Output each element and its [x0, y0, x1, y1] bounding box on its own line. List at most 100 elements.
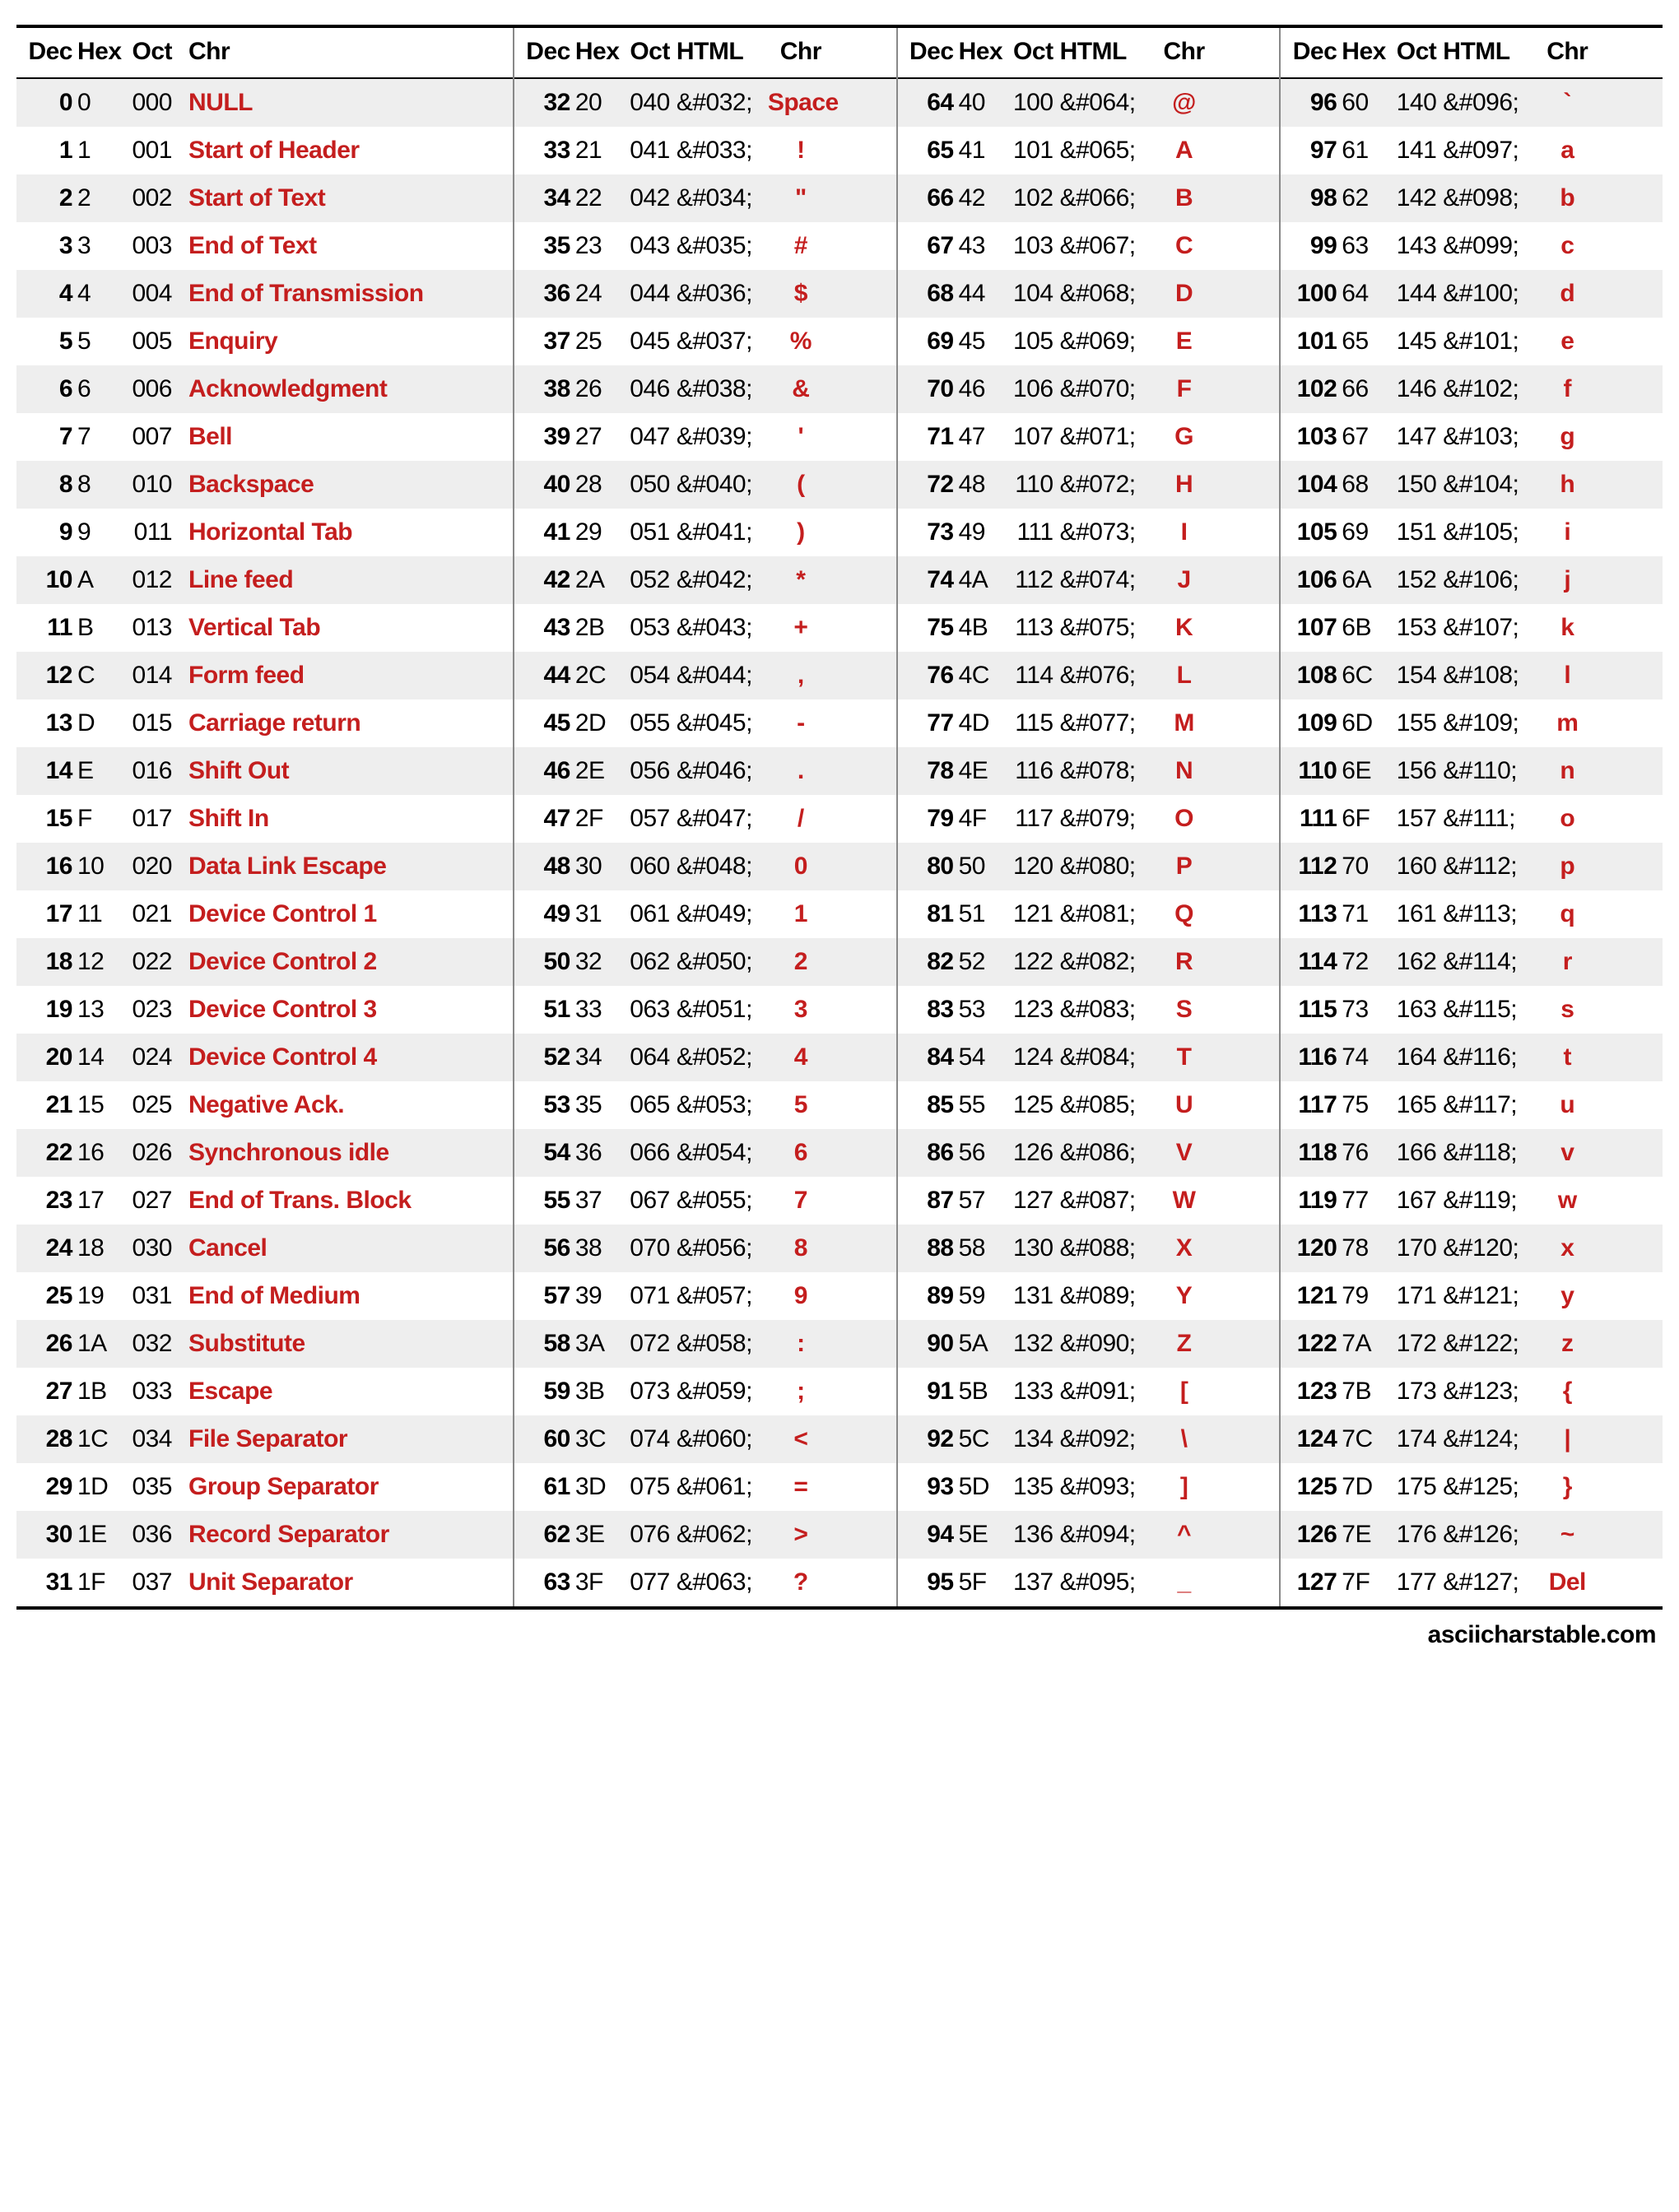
- cell-hex: 17: [72, 1187, 118, 1215]
- table-row: 5133063&#051;3: [514, 986, 896, 1034]
- cell-chr: Escape: [184, 1378, 506, 1406]
- cell-chr: W: [1151, 1187, 1217, 1215]
- cell-oct: 133: [999, 1378, 1057, 1406]
- cell-dec: 67: [905, 232, 954, 260]
- cell-dec: 40: [521, 471, 570, 499]
- table-row: 55005Enquiry: [16, 318, 513, 365]
- table-row: 2115025Negative Ack.: [16, 1081, 513, 1129]
- cell-chr: [: [1151, 1378, 1217, 1406]
- cell-hex: 52: [954, 948, 999, 976]
- cell-hex: 42: [954, 184, 999, 212]
- cell-dec: 122: [1287, 1330, 1337, 1358]
- cell-html: &#074;: [1057, 566, 1151, 594]
- cell-html: &#103;: [1439, 423, 1534, 451]
- cell-chr: 3: [768, 996, 834, 1024]
- cell-dec: 6: [23, 375, 72, 403]
- cell-oct: 003: [118, 232, 175, 260]
- cell-html: &#098;: [1439, 184, 1534, 212]
- table-row: 905A132&#090;Z: [898, 1320, 1280, 1368]
- cell-html: &#036;: [673, 280, 768, 308]
- cell-oct: 071: [616, 1282, 673, 1310]
- table-row: 12C014Form feed: [16, 652, 513, 699]
- block0-header: Dec Hex Oct Chr: [16, 28, 513, 79]
- cell-chr: ): [768, 518, 834, 546]
- cell-oct: 136: [999, 1521, 1057, 1549]
- table-row: 7349111&#073;I: [898, 509, 1280, 556]
- cell-chr: Group Separator: [184, 1473, 506, 1501]
- cell-oct: 010: [118, 471, 175, 499]
- cell-hex: C: [72, 662, 118, 690]
- cell-dec: 15: [23, 805, 72, 833]
- cell-chr: J: [1151, 566, 1217, 594]
- cell-dec: 97: [1287, 137, 1337, 165]
- cell-oct: 150: [1382, 471, 1439, 499]
- table-row: 9862142&#098;b: [1281, 174, 1663, 222]
- cell-hex: 2C: [570, 662, 616, 690]
- cell-dec: 44: [521, 662, 570, 690]
- cell-oct: 067: [616, 1187, 673, 1215]
- cell-chr: l: [1534, 662, 1600, 690]
- cell-oct: 107: [999, 423, 1057, 451]
- table-row: 8757127&#087;W: [898, 1177, 1280, 1224]
- cell-oct: 043: [616, 232, 673, 260]
- hdr-hex: Hex: [954, 38, 999, 66]
- cell-dec: 28: [23, 1425, 72, 1453]
- table-row: 915B133&#091;[: [898, 1368, 1280, 1415]
- cell-hex: 7E: [1337, 1521, 1382, 1549]
- cell-oct: 140: [1382, 89, 1439, 117]
- cell-oct: 057: [616, 805, 673, 833]
- cell-dec: 98: [1287, 184, 1337, 212]
- table-row: 2519031End of Medium: [16, 1272, 513, 1320]
- cell-dec: 52: [521, 1043, 570, 1071]
- cell-dec: 75: [905, 614, 954, 642]
- cell-hex: 53: [954, 996, 999, 1024]
- cell-chr: G: [1151, 423, 1217, 451]
- cell-chr: _: [1151, 1568, 1217, 1596]
- cell-chr: m: [1534, 709, 1600, 737]
- table-row: 1227A172&#122;z: [1281, 1320, 1663, 1368]
- table-row: 1116F157&#111;o: [1281, 795, 1663, 843]
- cell-hex: 7D: [1337, 1473, 1382, 1501]
- cell-oct: 146: [1382, 375, 1439, 403]
- table-row: 2014024Device Control 4: [16, 1034, 513, 1081]
- table-row: 2418030Cancel: [16, 1224, 513, 1272]
- cell-chr: R: [1151, 948, 1217, 976]
- cell-hex: 79: [1337, 1282, 1382, 1310]
- cell-dec: 120: [1287, 1234, 1337, 1262]
- cell-html: &#053;: [673, 1091, 768, 1119]
- cell-hex: 36: [570, 1139, 616, 1167]
- cell-hex: 68: [1337, 471, 1382, 499]
- cell-html: &#082;: [1057, 948, 1151, 976]
- cell-hex: 1C: [72, 1425, 118, 1453]
- table-row: 88010Backspace: [16, 461, 513, 509]
- cell-hex: 5B: [954, 1378, 999, 1406]
- hdr-hex: Hex: [1337, 38, 1382, 66]
- cell-oct: 174: [1382, 1425, 1439, 1453]
- cell-dec: 62: [521, 1521, 570, 1549]
- table-row: 794F117&#079;O: [898, 795, 1280, 843]
- cell-oct: 075: [616, 1473, 673, 1501]
- cell-hex: 38: [570, 1234, 616, 1262]
- cell-html: &#080;: [1057, 853, 1151, 881]
- cell-dec: 107: [1287, 614, 1337, 642]
- table-row: 13D015Carriage return: [16, 699, 513, 747]
- cell-oct: 117: [999, 805, 1057, 833]
- cell-dec: 18: [23, 948, 72, 976]
- cell-dec: 17: [23, 900, 72, 928]
- hdr-html: HTML: [1057, 38, 1151, 66]
- cell-dec: 64: [905, 89, 954, 117]
- cell-hex: 6D: [1337, 709, 1382, 737]
- cell-html: &#085;: [1057, 1091, 1151, 1119]
- cell-chr: I: [1151, 518, 1217, 546]
- cell-chr: ~: [1534, 1521, 1600, 1549]
- cell-oct: 112: [999, 566, 1057, 594]
- block3-header: Dec Hex Oct HTML Chr: [1281, 28, 1663, 79]
- cell-chr: End of Trans. Block: [184, 1187, 506, 1215]
- cell-chr: ]: [1151, 1473, 1217, 1501]
- table-row: 1106E156&#110;n: [1281, 747, 1663, 795]
- cell-hex: 40: [954, 89, 999, 117]
- cell-html: &#087;: [1057, 1187, 1151, 1215]
- table-row: 784E116&#078;N: [898, 747, 1280, 795]
- cell-hex: 1D: [72, 1473, 118, 1501]
- cell-hex: 25: [570, 328, 616, 356]
